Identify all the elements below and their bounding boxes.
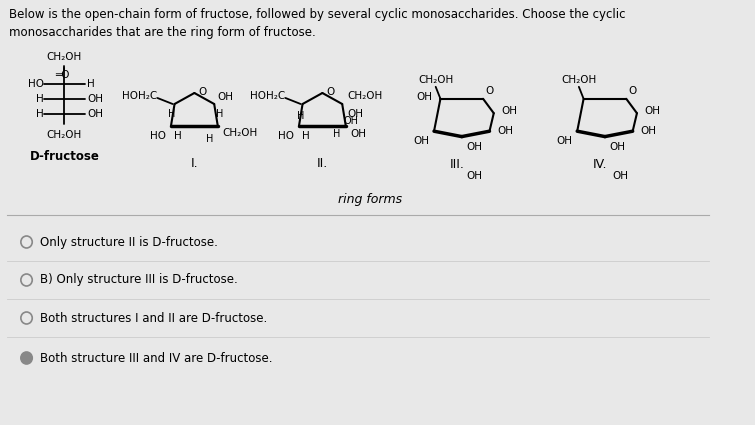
Text: OH: OH <box>88 94 103 104</box>
Text: Below is the open-chain form of fructose, followed by several cyclic monosacchar: Below is the open-chain form of fructose… <box>10 8 626 39</box>
Text: OH: OH <box>610 142 626 152</box>
Text: O: O <box>485 86 493 96</box>
Text: H: H <box>302 131 310 141</box>
Text: OH: OH <box>350 129 366 139</box>
Text: Only structure II is D-fructose.: Only structure II is D-fructose. <box>40 235 217 249</box>
Text: OH: OH <box>467 171 482 181</box>
Text: IV.: IV. <box>593 158 608 171</box>
Text: OH: OH <box>467 142 482 152</box>
Text: H: H <box>216 109 223 119</box>
Text: OH: OH <box>88 109 103 119</box>
Text: III.: III. <box>449 158 464 171</box>
Text: OH: OH <box>417 92 433 102</box>
Text: O: O <box>198 87 206 97</box>
Text: HO: HO <box>279 131 294 141</box>
Text: OH: OH <box>612 171 628 181</box>
Text: H: H <box>168 109 175 119</box>
Text: CH₂OH: CH₂OH <box>347 91 382 101</box>
Text: CH₂OH: CH₂OH <box>223 128 257 138</box>
Text: H: H <box>36 109 44 119</box>
Text: D-fructose: D-fructose <box>29 150 100 163</box>
Text: Both structures I and II are D-fructose.: Both structures I and II are D-fructose. <box>40 312 267 325</box>
Text: CH₂OH: CH₂OH <box>47 52 82 62</box>
Text: OH: OH <box>640 126 656 136</box>
Text: HO: HO <box>150 131 166 141</box>
Text: O: O <box>628 86 636 96</box>
Text: OH: OH <box>501 106 517 116</box>
Text: HOH₂C: HOH₂C <box>122 91 158 101</box>
Text: CH₂OH: CH₂OH <box>561 75 596 85</box>
Text: Both structure III and IV are D-fructose.: Both structure III and IV are D-fructose… <box>40 351 273 365</box>
Text: I.: I. <box>190 157 199 170</box>
Text: OH: OH <box>556 136 572 146</box>
Text: OH: OH <box>347 109 363 119</box>
Text: OH: OH <box>343 116 358 126</box>
Text: HOH₂C: HOH₂C <box>250 91 285 101</box>
Text: H: H <box>205 134 213 144</box>
Circle shape <box>21 352 32 364</box>
Text: ring forms: ring forms <box>337 193 402 206</box>
Text: OH: OH <box>217 92 233 102</box>
Text: H: H <box>36 94 44 104</box>
Text: OH: OH <box>645 106 661 116</box>
Text: H: H <box>88 79 95 89</box>
Text: HO: HO <box>28 79 44 89</box>
Text: OH: OH <box>413 136 430 146</box>
Text: CH₂OH: CH₂OH <box>418 75 453 85</box>
Text: OH: OH <box>497 126 513 136</box>
Text: B) Only structure III is D-fructose.: B) Only structure III is D-fructose. <box>40 274 238 286</box>
Text: H: H <box>297 111 304 121</box>
Text: H: H <box>174 131 181 141</box>
Text: H: H <box>333 129 340 139</box>
Text: O: O <box>326 87 334 97</box>
Text: ═O: ═O <box>55 70 69 80</box>
Text: CH₂OH: CH₂OH <box>47 130 82 140</box>
Text: II.: II. <box>317 157 328 170</box>
